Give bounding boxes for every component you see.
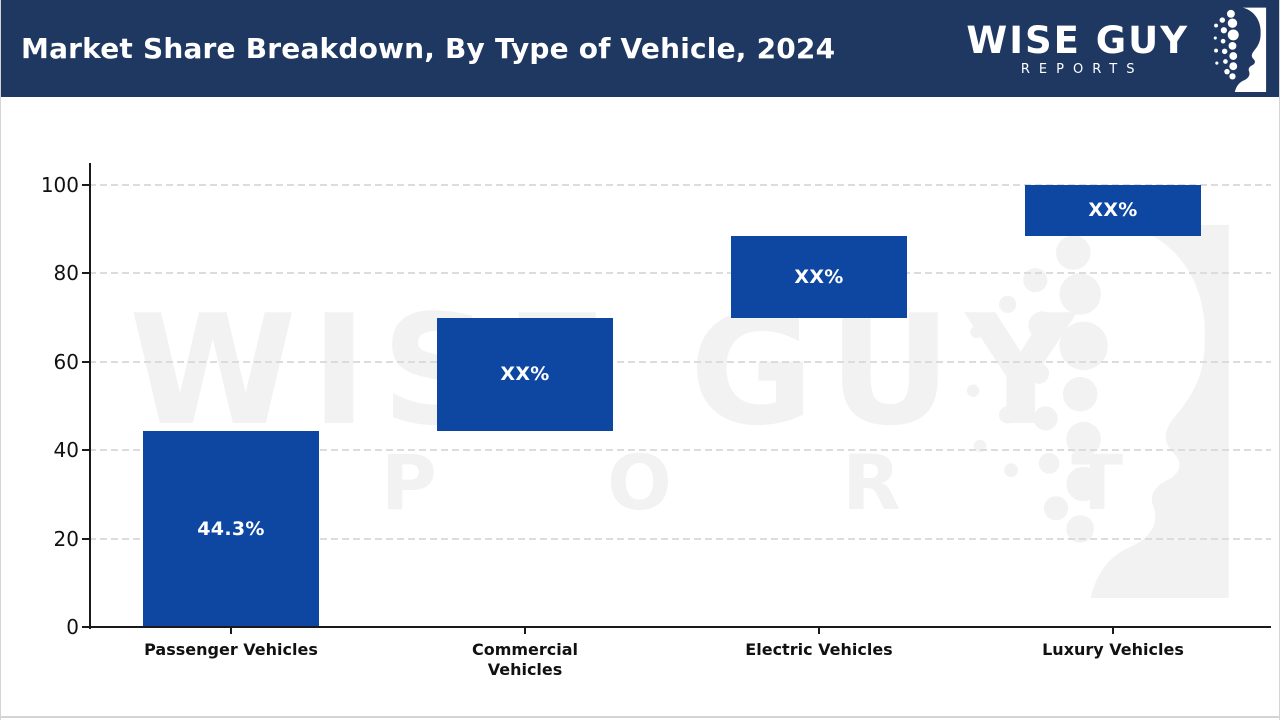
x-category-label: Luxury Vehicles: [1042, 640, 1184, 659]
y-tick-label: 40: [53, 438, 79, 463]
bar-segment-3: XX%: [731, 235, 907, 318]
y-tick-label: 60: [53, 349, 79, 374]
gridline-y100: [89, 184, 1271, 186]
y-axis-tick: [82, 184, 89, 186]
x-axis-tick: [524, 628, 526, 634]
bar-segment-1: 44.3%: [143, 431, 319, 627]
chart-title: Market Share Breakdown, By Type of Vehic…: [21, 32, 836, 65]
y-axis-tick: [82, 537, 89, 540]
y-tick-label: 100: [40, 173, 79, 197]
x-axis-line: [89, 626, 1271, 628]
bar-value-label: XX%: [500, 363, 550, 386]
brand-logo-subtitle: REPORTS: [1020, 61, 1144, 77]
x-axis-tick: [230, 628, 232, 634]
brand-face-icon: [1213, 7, 1267, 92]
bar-value-label: XX%: [794, 265, 844, 288]
header-bar: Market Share Breakdown, By Type of Vehic…: [1, 0, 1279, 97]
brand-logo: WISE GUY REPORTS: [966, 6, 1279, 92]
bar-value-label: XX%: [1088, 199, 1138, 222]
image-bottom-border: [1, 716, 1279, 718]
y-tick-label: 0: [66, 615, 79, 639]
y-axis-tick: [82, 360, 89, 363]
x-category-label: Passenger Vehicles: [144, 640, 318, 659]
x-category-label: Commercial Vehicles: [471, 640, 579, 679]
y-axis-tick: [82, 272, 89, 275]
y-axis-line: [89, 163, 91, 629]
x-axis-tick: [818, 628, 820, 634]
watermark-face-icon: [966, 224, 1229, 598]
bar-value-label: 44.3%: [197, 518, 265, 541]
bar-segment-4: XX%: [1025, 185, 1201, 236]
y-tick-label: 80: [53, 261, 79, 286]
gridline-y20: [89, 537, 1271, 540]
y-tick-label: 20: [53, 526, 79, 551]
x-category-label: Electric Vehicles: [745, 640, 893, 659]
y-axis-tick: [82, 449, 89, 452]
gridline-y80: [89, 272, 1271, 275]
brand-logo-name: WISE GUY: [966, 18, 1189, 62]
watermark-text-line2: P O R T S: [381, 438, 1279, 527]
gridline-y60: [89, 360, 1271, 363]
x-axis-tick: [1112, 628, 1114, 634]
y-axis-tick: [82, 626, 89, 628]
bar-segment-2: XX%: [437, 317, 613, 432]
gridline-y40: [89, 449, 1271, 452]
